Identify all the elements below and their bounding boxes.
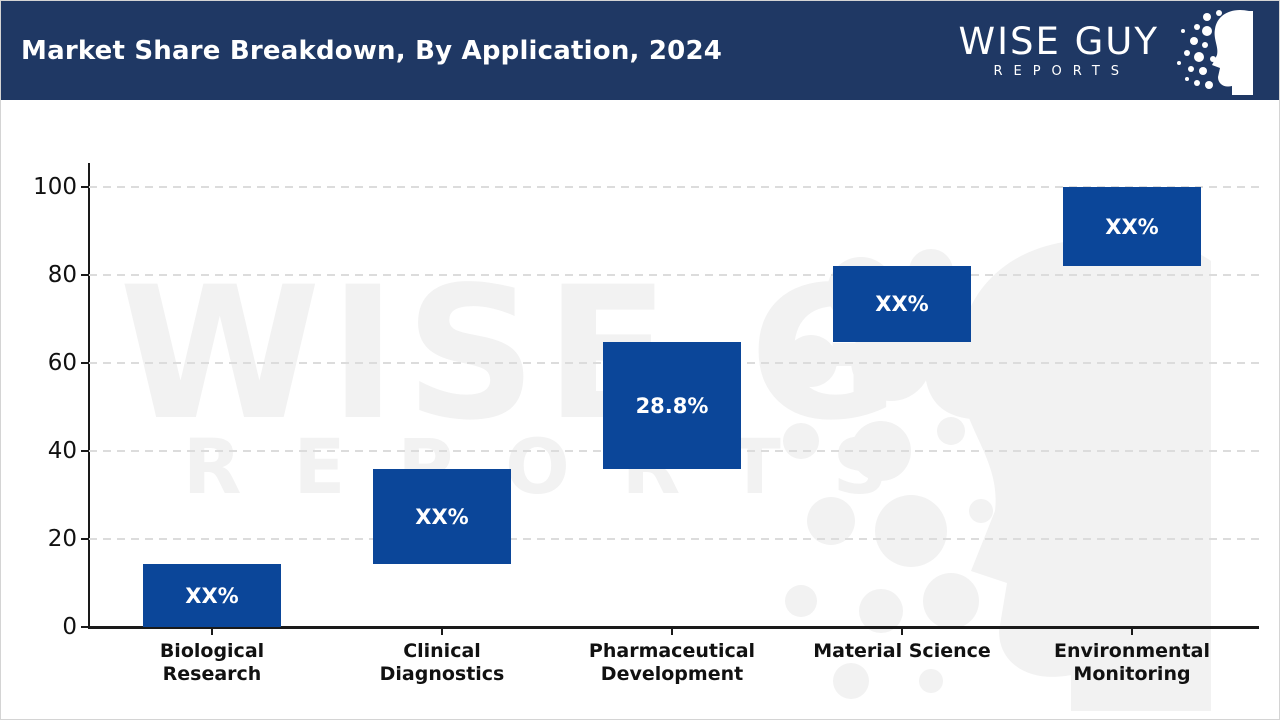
- page-title: Market Share Breakdown, By Application, …: [21, 35, 723, 66]
- y-tick-label-20: 20: [47, 526, 77, 552]
- logo-face-icon: [1177, 9, 1253, 95]
- category-label-2: Pharmaceutical Development: [588, 640, 756, 686]
- y-tick-label-0: 0: [62, 614, 77, 640]
- bar-environmental-monitoring: XX%: [1063, 187, 1201, 267]
- y-tick-40: [81, 450, 89, 452]
- bar-material-science: XX%: [833, 266, 971, 343]
- y-tick-label-60: 60: [47, 350, 77, 376]
- y-tick-100: [81, 186, 89, 188]
- x-tick-4: [1131, 627, 1133, 635]
- y-tick-label-40: 40: [47, 438, 77, 464]
- bar-value-label: XX%: [185, 583, 239, 608]
- gridline-80: [89, 274, 1259, 276]
- y-tick-80: [81, 274, 89, 276]
- bar-pharmaceutical-development: 28.8%: [603, 342, 741, 470]
- gridline-100: [89, 186, 1259, 188]
- category-label-3: Material Science: [813, 640, 991, 662]
- category-label-0: Biological Research: [159, 640, 265, 686]
- bar-value-label: 28.8%: [635, 393, 709, 418]
- x-tick-2: [671, 627, 673, 635]
- bar-clinical-diagnostics: XX%: [373, 469, 511, 565]
- logo-subtitle: REPORTS: [993, 63, 1131, 79]
- category-label-4: Environmental Monitoring: [1054, 640, 1210, 686]
- watermark-subtitle: REPORTS: [183, 422, 940, 511]
- y-axis-line: [88, 163, 90, 628]
- x-tick-1: [441, 627, 443, 635]
- bar-biological-research: XX%: [143, 564, 281, 627]
- bar-value-label: XX%: [875, 292, 929, 317]
- x-tick-0: [211, 627, 213, 635]
- logo-text: WISE GUY REPORTS: [959, 23, 1159, 79]
- bar-value-label: XX%: [415, 504, 469, 529]
- x-tick-3: [901, 627, 903, 635]
- header: Market Share Breakdown, By Application, …: [1, 1, 1279, 100]
- logo-wordmark: WISE GUY: [958, 19, 1159, 63]
- y-tick-60: [81, 362, 89, 364]
- bar-value-label: XX%: [1105, 214, 1159, 239]
- wise-guy-logo: WISE GUY REPORTS: [959, 7, 1253, 95]
- y-tick-0: [81, 626, 89, 628]
- category-label-1: Clinical Diagnostics: [379, 640, 505, 686]
- y-tick-label-100: 100: [33, 174, 77, 200]
- y-tick-label-80: 80: [47, 262, 77, 288]
- x-axis-line: [88, 626, 1259, 629]
- gridline-20: [89, 538, 1259, 540]
- y-tick-20: [81, 538, 89, 540]
